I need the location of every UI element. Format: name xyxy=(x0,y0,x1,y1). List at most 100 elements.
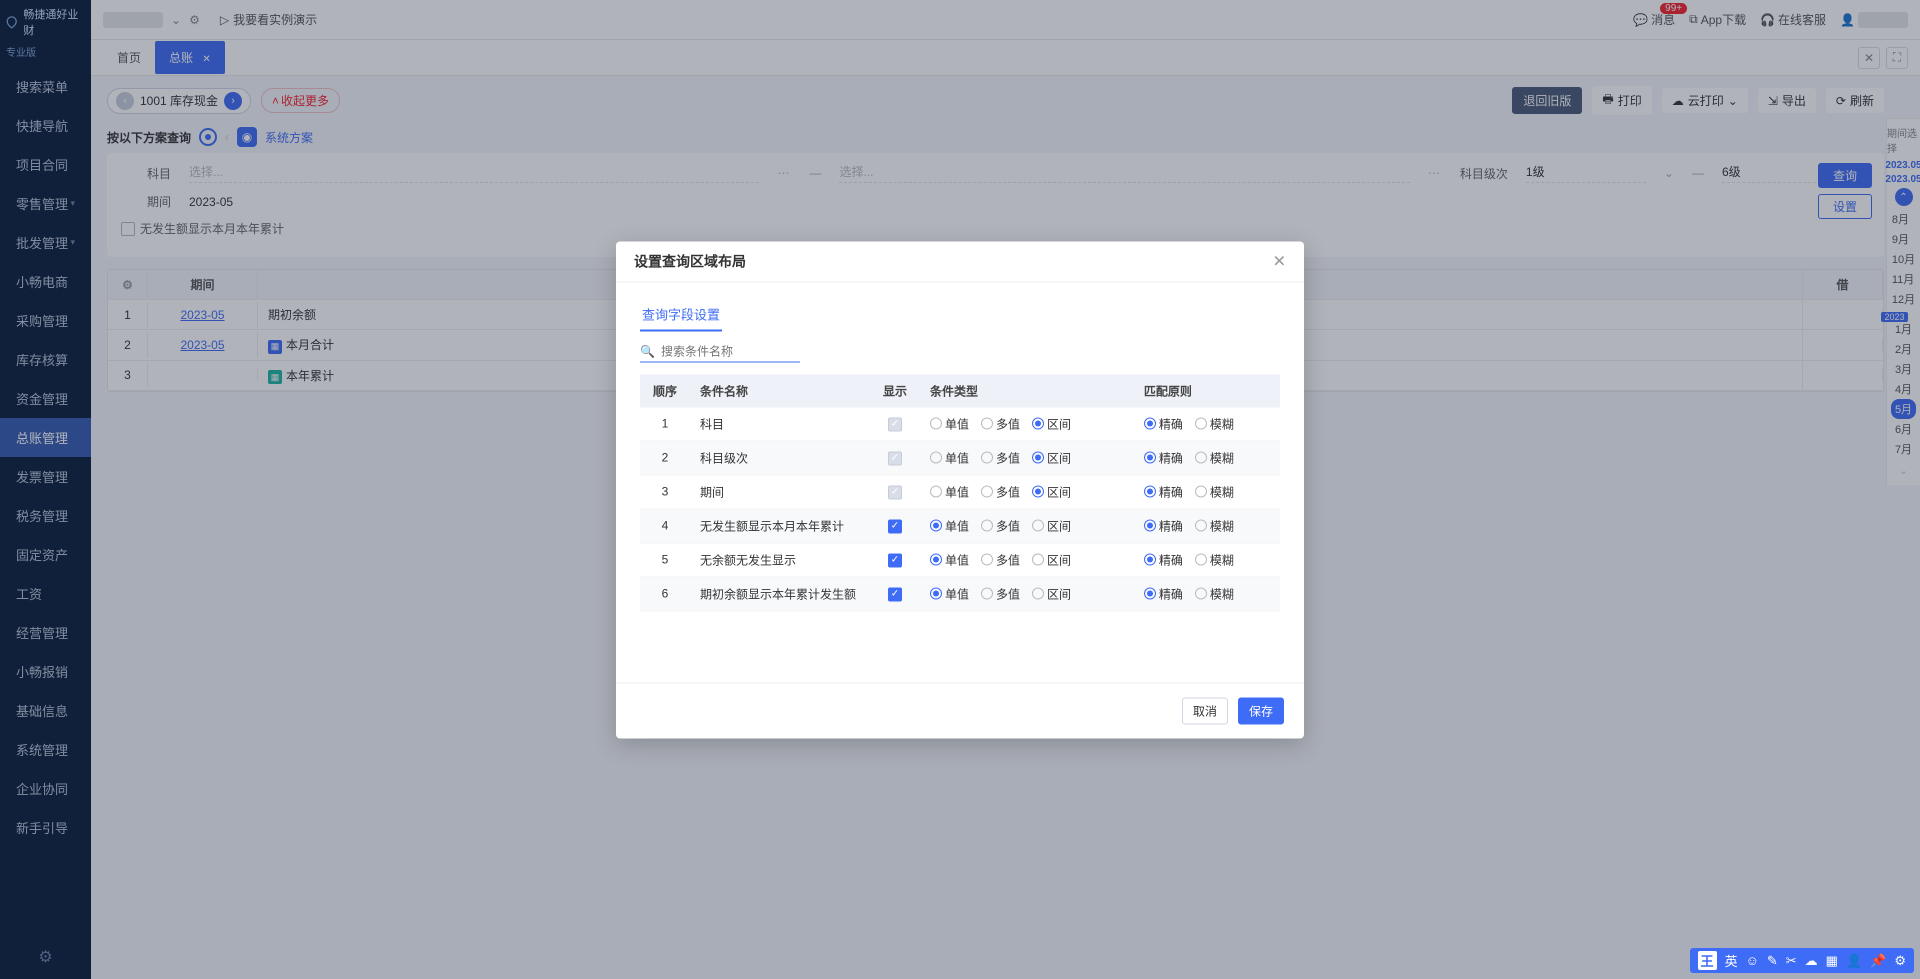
type-radio[interactable]: 单值 xyxy=(930,585,969,602)
modal-search[interactable]: 🔍 xyxy=(640,341,800,362)
ime-scissors-icon[interactable]: ✂ xyxy=(1786,953,1797,969)
radio-icon xyxy=(1144,452,1156,464)
type-radio[interactable]: 单值 xyxy=(930,517,969,534)
radio-icon xyxy=(981,554,993,566)
ime-lang[interactable]: 英 xyxy=(1725,951,1738,970)
cfg-order: 4 xyxy=(640,509,690,543)
type-radio[interactable]: 单值 xyxy=(930,483,969,500)
ime-person-icon[interactable]: 👤 xyxy=(1846,953,1862,969)
th-match: 匹配原则 xyxy=(1134,374,1280,407)
match-radio[interactable]: 模糊 xyxy=(1195,517,1234,534)
radio-icon xyxy=(1032,486,1044,498)
match-radio[interactable]: 模糊 xyxy=(1195,449,1234,466)
cfg-match: 精确模糊 xyxy=(1134,543,1280,577)
ime-gear-icon[interactable]: ⚙ xyxy=(1894,953,1906,969)
cfg-type: 单值多值区间 xyxy=(920,475,1134,509)
cfg-show[interactable] xyxy=(870,543,920,577)
match-radio[interactable]: 精确 xyxy=(1144,483,1183,500)
cfg-type: 单值多值区间 xyxy=(920,577,1134,611)
type-radio[interactable]: 多值 xyxy=(981,449,1020,466)
cfg-order: 1 xyxy=(640,407,690,441)
cfg-order: 3 xyxy=(640,475,690,509)
type-radio[interactable]: 多值 xyxy=(981,585,1020,602)
modal-close-icon[interactable]: ✕ xyxy=(1273,251,1286,271)
ime-badge: 王 xyxy=(1698,951,1717,970)
type-radio[interactable]: 区间 xyxy=(1032,415,1071,432)
cfg-match: 精确模糊 xyxy=(1134,441,1280,475)
radio-icon xyxy=(981,520,993,532)
type-radio[interactable]: 单值 xyxy=(930,415,969,432)
type-radio[interactable]: 区间 xyxy=(1032,483,1071,500)
th-name: 条件名称 xyxy=(690,374,870,407)
cfg-type: 单值多值区间 xyxy=(920,543,1134,577)
type-radio[interactable]: 区间 xyxy=(1032,517,1071,534)
checkbox-icon xyxy=(888,452,902,466)
save-label: 保存 xyxy=(1249,702,1273,719)
checkbox-icon xyxy=(888,588,902,602)
match-radio[interactable]: 模糊 xyxy=(1195,415,1234,432)
search-icon: 🔍 xyxy=(640,344,655,358)
modal-tab-fields[interactable]: 查询字段设置 xyxy=(640,298,722,331)
modal-title: 设置查询区域布局 xyxy=(634,251,746,271)
radio-icon xyxy=(930,418,942,430)
config-row: 2科目级次单值多值区间精确模糊 xyxy=(640,441,1280,475)
cancel-label: 取消 xyxy=(1193,702,1217,719)
config-row: 6期初余额显示本年累计发生额单值多值区间精确模糊 xyxy=(640,577,1280,611)
type-radio[interactable]: 多值 xyxy=(981,415,1020,432)
radio-icon xyxy=(981,486,993,498)
type-radio[interactable]: 区间 xyxy=(1032,449,1071,466)
radio-icon xyxy=(1144,554,1156,566)
config-row: 3期间单值多值区间精确模糊 xyxy=(640,475,1280,509)
cfg-show[interactable] xyxy=(870,577,920,611)
match-radio[interactable]: 模糊 xyxy=(1195,483,1234,500)
match-radio[interactable]: 精确 xyxy=(1144,585,1183,602)
ime-smile-icon[interactable]: ☺ xyxy=(1746,953,1759,968)
cancel-button[interactable]: 取消 xyxy=(1182,697,1228,724)
cfg-match: 精确模糊 xyxy=(1134,577,1280,611)
radio-icon xyxy=(1195,486,1207,498)
modal-tab-label: 查询字段设置 xyxy=(642,307,720,322)
cfg-type: 单值多值区间 xyxy=(920,407,1134,441)
type-radio[interactable]: 区间 xyxy=(1032,551,1071,568)
th-type: 条件类型 xyxy=(920,374,1134,407)
radio-icon xyxy=(1144,486,1156,498)
checkbox-icon xyxy=(888,418,902,432)
cfg-name: 期间 xyxy=(690,475,870,509)
radio-icon xyxy=(1195,452,1207,464)
cfg-match: 精确模糊 xyxy=(1134,475,1280,509)
type-radio[interactable]: 单值 xyxy=(930,449,969,466)
cfg-show[interactable] xyxy=(870,509,920,543)
radio-icon xyxy=(1195,418,1207,430)
match-radio[interactable]: 精确 xyxy=(1144,449,1183,466)
config-table: 顺序 条件名称 显示 条件类型 匹配原则 1科目单值多值区间精确模糊2科目级次单… xyxy=(640,374,1280,611)
radio-icon xyxy=(1144,418,1156,430)
ime-edit-icon[interactable]: ✎ xyxy=(1767,953,1778,969)
ime-cloud-icon[interactable]: ☁ xyxy=(1805,953,1818,969)
radio-icon xyxy=(1032,418,1044,430)
type-radio[interactable]: 多值 xyxy=(981,483,1020,500)
match-radio[interactable]: 精确 xyxy=(1144,415,1183,432)
radio-icon xyxy=(930,520,942,532)
ime-grid-icon[interactable]: ▦ xyxy=(1826,953,1838,969)
checkbox-icon xyxy=(888,520,902,534)
match-radio[interactable]: 精确 xyxy=(1144,517,1183,534)
cfg-match: 精确模糊 xyxy=(1134,509,1280,543)
ime-bar[interactable]: 王 英 ☺ ✎ ✂ ☁ ▦ 👤 📌 ⚙ xyxy=(1690,948,1914,973)
cfg-name: 科目 xyxy=(690,407,870,441)
cfg-show[interactable] xyxy=(870,407,920,441)
type-radio[interactable]: 多值 xyxy=(981,517,1020,534)
type-radio[interactable]: 区间 xyxy=(1032,585,1071,602)
cfg-show[interactable] xyxy=(870,475,920,509)
match-radio[interactable]: 模糊 xyxy=(1195,551,1234,568)
radio-icon xyxy=(930,588,942,600)
radio-icon xyxy=(930,554,942,566)
cfg-show[interactable] xyxy=(870,441,920,475)
radio-icon xyxy=(1032,554,1044,566)
modal-search-input[interactable] xyxy=(661,344,816,358)
type-radio[interactable]: 多值 xyxy=(981,551,1020,568)
match-radio[interactable]: 精确 xyxy=(1144,551,1183,568)
match-radio[interactable]: 模糊 xyxy=(1195,585,1234,602)
save-button[interactable]: 保存 xyxy=(1238,697,1284,724)
type-radio[interactable]: 单值 xyxy=(930,551,969,568)
ime-pin-icon[interactable]: 📌 xyxy=(1870,953,1886,969)
